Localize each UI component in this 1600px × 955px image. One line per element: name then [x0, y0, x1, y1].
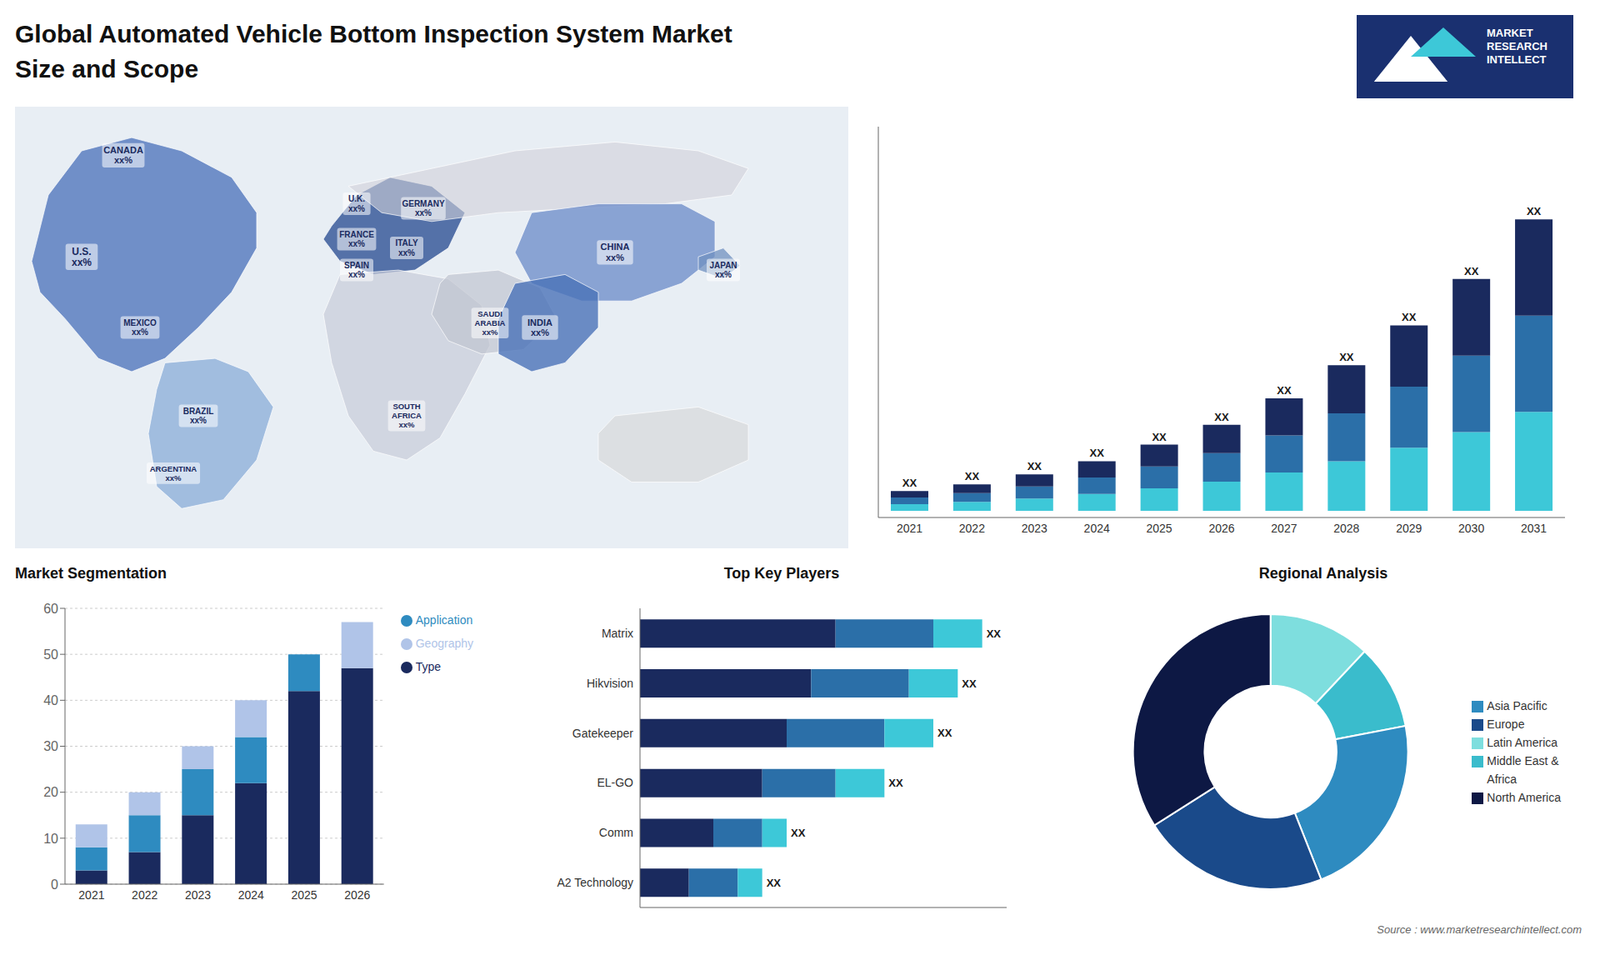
- svg-text:GERMANYxx%: GERMANYxx%: [401, 199, 445, 219]
- svg-text:Hikvision: Hikvision: [586, 676, 634, 690]
- svg-text:2021: 2021: [78, 888, 105, 902]
- svg-text:2025: 2025: [290, 888, 317, 902]
- html-text:Latin America: Latin America: [1486, 735, 1558, 750]
- html-text:Source : www.marketresearchint: Source : www.marketresearchintellect.com: [1376, 923, 1582, 936]
- svg-text:ARGENTINAxx%: ARGENTINAxx%: [150, 464, 198, 483]
- svg-text:XX: XX: [1276, 384, 1292, 397]
- svg-text:XX: XX: [965, 470, 980, 483]
- svg-text:U.K.xx%: U.K.xx%: [348, 194, 365, 214]
- svg-text:ITALYxx%: ITALYxx%: [395, 238, 419, 258]
- svg-text:XX: XX: [1090, 446, 1105, 460]
- svg-text:XX: XX: [888, 776, 904, 790]
- svg-text:MEXICOxx%: MEXICOxx%: [123, 318, 157, 338]
- svg-text:A2 Technology: A2 Technology: [556, 875, 634, 890]
- html-text:Top Key Players: Top Key Players: [723, 565, 840, 582]
- svg-text:XX: XX: [1339, 350, 1355, 364]
- svg-text:XX: XX: [1214, 410, 1230, 424]
- svg-text:Matrix: Matrix: [601, 626, 634, 640]
- svg-text:XX: XX: [1027, 460, 1043, 473]
- html-text:Geography: Geography: [415, 636, 474, 650]
- svg-text:2021: 2021: [896, 521, 923, 535]
- svg-text:2030: 2030: [1458, 521, 1485, 535]
- html-text:Market Segmentation: Market Segmentation: [15, 565, 167, 582]
- svg-text:60: 60: [43, 601, 59, 616]
- svg-text:40: 40: [43, 693, 59, 708]
- svg-text:XX: XX: [790, 826, 806, 840]
- svg-text:XX: XX: [766, 876, 782, 890]
- svg-text:2026: 2026: [1208, 521, 1235, 535]
- svg-text:2022: 2022: [131, 888, 158, 902]
- svg-text:50: 50: [43, 647, 59, 662]
- html-text:Middle East & Africa: Middle East & Africa: [1486, 754, 1559, 786]
- html-text:North America: North America: [1486, 790, 1561, 805]
- html-text:Asia Pacific: Asia Pacific: [1486, 699, 1548, 713]
- html-text:Global Automated Vehicle Botto: Global Automated Vehicle Bottom Inspecti…: [15, 20, 733, 48]
- svg-text:XX: XX: [902, 476, 918, 490]
- svg-text:XX: XX: [937, 726, 953, 740]
- svg-text:2024: 2024: [238, 888, 265, 902]
- svg-text:2029: 2029: [1395, 521, 1422, 535]
- svg-text:SAUDIARABIAxx%: SAUDIARABIAxx%: [475, 309, 506, 337]
- svg-text:XX: XX: [1464, 265, 1480, 278]
- svg-text:2022: 2022: [959, 521, 985, 535]
- svg-text:Comm: Comm: [599, 825, 634, 840]
- html-text:Type: Type: [415, 660, 441, 674]
- svg-text:JAPANxx%: JAPANxx%: [709, 260, 737, 280]
- svg-text:2028: 2028: [1333, 521, 1360, 535]
- svg-text:INTELLECT: INTELLECT: [1486, 53, 1547, 66]
- svg-text:Gatekeeper: Gatekeeper: [572, 726, 634, 740]
- svg-text:CANADAxx%: CANADAxx%: [103, 145, 144, 166]
- svg-text:INDIAxx%: INDIAxx%: [527, 317, 553, 339]
- svg-text:2031: 2031: [1520, 521, 1547, 535]
- svg-text:BRAZILxx%: BRAZILxx%: [183, 406, 215, 426]
- html-text:Size and Scope: Size and Scope: [15, 55, 199, 83]
- svg-text:CHINAxx%: CHINAxx%: [600, 241, 630, 263]
- html-text:Europe: Europe: [1486, 717, 1525, 731]
- svg-text:SPAINxx%: SPAINxx%: [344, 260, 370, 280]
- svg-text:FRANCExx%: FRANCExx%: [339, 230, 375, 250]
- svg-text:U.S.xx%: U.S.xx%: [71, 245, 92, 270]
- html-text:Regional Analysis: Regional Analysis: [1259, 565, 1388, 582]
- svg-text:MARKET: MARKET: [1486, 26, 1534, 40]
- svg-text:2025: 2025: [1146, 521, 1173, 535]
- svg-text:SOUTHAFRICAxx%: SOUTHAFRICAxx%: [391, 401, 422, 430]
- svg-text:2026: 2026: [344, 888, 370, 902]
- svg-text:2027: 2027: [1270, 521, 1297, 535]
- svg-text:RESEARCH: RESEARCH: [1486, 40, 1548, 53]
- svg-text:0: 0: [50, 877, 59, 892]
- svg-text:EL-GO: EL-GO: [596, 775, 634, 790]
- svg-text:XX: XX: [986, 627, 1002, 640]
- svg-text:30: 30: [43, 739, 59, 754]
- svg-text:10: 10: [43, 831, 59, 846]
- svg-text:2023: 2023: [185, 888, 211, 902]
- html-text:Application: Application: [415, 613, 473, 627]
- svg-text:2023: 2023: [1021, 521, 1048, 535]
- svg-text:20: 20: [43, 785, 59, 800]
- svg-text:XX: XX: [1526, 205, 1542, 218]
- svg-text:2024: 2024: [1084, 521, 1110, 535]
- svg-text:XX: XX: [1401, 310, 1417, 324]
- svg-text:XX: XX: [961, 677, 977, 690]
- svg-text:XX: XX: [1151, 430, 1167, 444]
